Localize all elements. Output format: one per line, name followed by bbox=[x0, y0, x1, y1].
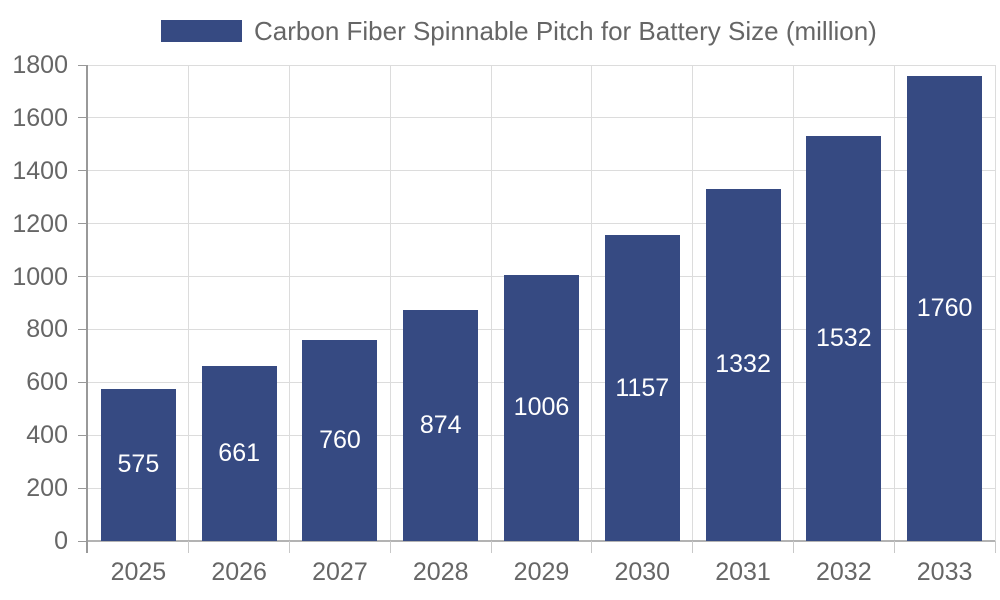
y-axis-tick bbox=[78, 117, 87, 119]
x-gridline bbox=[591, 65, 593, 541]
y-axis-tick bbox=[78, 64, 87, 66]
bar[interactable]: 1760 bbox=[907, 75, 983, 541]
x-axis-tick bbox=[389, 541, 391, 553]
x-gridline bbox=[792, 65, 794, 541]
y-tick-label: 1800 bbox=[12, 51, 68, 79]
bar-value-label: 874 bbox=[419, 410, 462, 439]
bar[interactable]: 874 bbox=[403, 309, 479, 541]
x-tick-label: 2032 bbox=[816, 558, 872, 586]
y-axis-tick bbox=[78, 434, 87, 436]
x-axis-tick bbox=[692, 541, 694, 553]
y-tick-label: 200 bbox=[26, 474, 68, 503]
x-axis-tick bbox=[792, 541, 794, 553]
bar[interactable]: 575 bbox=[100, 388, 176, 541]
legend-label: Carbon Fiber Spinnable Pitch for Battery… bbox=[254, 16, 877, 46]
bar[interactable]: 1332 bbox=[705, 188, 781, 541]
y-axis-line bbox=[86, 65, 88, 553]
y-tick-label: 1200 bbox=[12, 209, 68, 238]
y-axis-tick bbox=[78, 276, 87, 278]
x-gridline bbox=[692, 65, 694, 541]
y-tick-label: 1600 bbox=[12, 103, 68, 132]
legend[interactable]: Carbon Fiber Spinnable Pitch for Battery… bbox=[161, 17, 877, 45]
x-axis-tick bbox=[289, 541, 291, 553]
x-gridline bbox=[188, 65, 190, 541]
y-tick-label: 600 bbox=[26, 368, 68, 397]
x-tick-label: 2030 bbox=[614, 558, 671, 586]
bar[interactable]: 1006 bbox=[503, 274, 580, 541]
plot-area: 0 200 400 600 800 1000 1200 1400 1600 1800 575 661 7… bbox=[12, 51, 996, 586]
x-tick-label: 2029 bbox=[513, 558, 570, 586]
x-gridline bbox=[994, 65, 996, 541]
bar[interactable]: 661 bbox=[201, 366, 277, 541]
y-axis-tick bbox=[78, 381, 87, 383]
x-axis-tick bbox=[893, 541, 895, 553]
bar-value-label: 1332 bbox=[715, 350, 771, 379]
x-tick-label: 2025 bbox=[110, 558, 167, 586]
bar-value-label: 1157 bbox=[615, 373, 670, 402]
bar-value-label: 575 bbox=[117, 450, 160, 479]
bar[interactable]: 1532 bbox=[806, 135, 882, 541]
y-axis-tick bbox=[78, 328, 87, 330]
x-gridline bbox=[893, 65, 895, 541]
x-axis-tick bbox=[994, 541, 996, 553]
bar-value-label: 1006 bbox=[513, 393, 570, 422]
bar[interactable]: 760 bbox=[302, 340, 378, 541]
x-gridline bbox=[389, 65, 391, 541]
x-gridline bbox=[490, 65, 492, 541]
x-axis-tick bbox=[490, 541, 492, 553]
y-tick-label: 1000 bbox=[12, 262, 68, 291]
x-tick-label: 2026 bbox=[211, 558, 267, 586]
y-axis-tick bbox=[78, 540, 87, 542]
x-gridline bbox=[289, 65, 291, 541]
legend-swatch-icon bbox=[161, 20, 242, 42]
x-axis-line bbox=[88, 540, 995, 542]
y-tick-label: 400 bbox=[26, 421, 68, 450]
y-axis-tick bbox=[78, 223, 87, 225]
y-axis-tick bbox=[78, 170, 87, 172]
y-gridline bbox=[88, 64, 995, 66]
x-axis-tick bbox=[591, 541, 593, 553]
x-tick-label: 2028 bbox=[412, 558, 469, 586]
y-gridline bbox=[88, 117, 995, 119]
x-tick-label: 2027 bbox=[312, 558, 368, 586]
bar-value-label: 1760 bbox=[916, 293, 973, 322]
y-gridline bbox=[88, 170, 995, 172]
x-axis-tick bbox=[188, 541, 190, 553]
bar[interactable]: 1157 bbox=[604, 235, 680, 541]
y-tick-label: 1400 bbox=[12, 156, 68, 185]
bar-value-label: 760 bbox=[319, 426, 361, 454]
bar-value-label: 1532 bbox=[816, 323, 872, 352]
x-tick-label: 2031 bbox=[715, 558, 771, 586]
y-tick-label: 800 bbox=[26, 315, 68, 344]
y-axis-tick bbox=[78, 487, 87, 489]
y-tick-label: 0 bbox=[54, 527, 68, 555]
y-gridline bbox=[88, 223, 995, 225]
bar-value-label: 661 bbox=[218, 439, 261, 468]
x-tick-label: 2033 bbox=[916, 558, 973, 586]
